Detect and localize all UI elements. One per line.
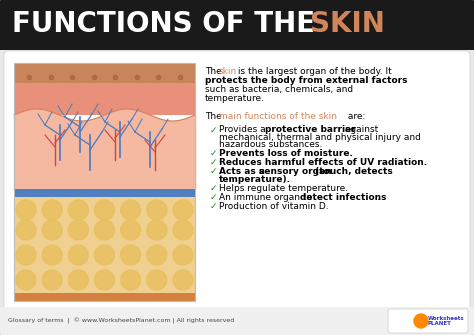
FancyBboxPatch shape	[14, 189, 195, 197]
Text: The: The	[205, 67, 225, 76]
Text: hazardous substances.: hazardous substances.	[219, 140, 322, 149]
Text: mechanical, thermal and physical injury and: mechanical, thermal and physical injury …	[219, 133, 421, 142]
Circle shape	[16, 245, 36, 265]
Circle shape	[94, 220, 115, 240]
FancyBboxPatch shape	[14, 195, 195, 301]
Text: ✓: ✓	[210, 158, 218, 167]
Circle shape	[42, 200, 62, 220]
FancyBboxPatch shape	[14, 63, 195, 85]
Text: Helps regulate temperature.: Helps regulate temperature.	[219, 184, 348, 193]
Circle shape	[42, 245, 62, 265]
Circle shape	[173, 270, 193, 290]
Circle shape	[68, 270, 88, 290]
Text: main functions of the skin: main functions of the skin	[219, 112, 337, 121]
Text: ✓: ✓	[210, 149, 218, 158]
Circle shape	[68, 200, 88, 220]
Text: SKIN: SKIN	[310, 10, 385, 38]
Circle shape	[147, 200, 167, 220]
FancyBboxPatch shape	[388, 309, 468, 333]
Circle shape	[121, 200, 141, 220]
Text: Worksheets
PLANET: Worksheets PLANET	[428, 316, 465, 326]
Circle shape	[42, 270, 62, 290]
Text: Prevents loss of moisture.: Prevents loss of moisture.	[219, 149, 353, 158]
Circle shape	[173, 200, 193, 220]
Text: Provides a: Provides a	[219, 126, 268, 134]
Circle shape	[121, 270, 141, 290]
FancyBboxPatch shape	[14, 83, 195, 115]
Text: are:: are:	[345, 112, 365, 121]
Text: ✓: ✓	[210, 126, 218, 134]
Circle shape	[68, 220, 88, 240]
Text: ✓: ✓	[210, 184, 218, 193]
Text: .: .	[377, 193, 380, 202]
Circle shape	[121, 245, 141, 265]
Circle shape	[147, 270, 167, 290]
Text: temperature.: temperature.	[205, 94, 265, 103]
Circle shape	[16, 200, 36, 220]
Circle shape	[414, 314, 428, 328]
Text: Production of vitamin D.: Production of vitamin D.	[219, 202, 328, 211]
Text: FUNCTIONS OF THE: FUNCTIONS OF THE	[12, 10, 325, 38]
Circle shape	[16, 220, 36, 240]
Text: detect infections: detect infections	[300, 193, 386, 202]
Circle shape	[42, 220, 62, 240]
Text: (touch, detects: (touch, detects	[312, 167, 393, 176]
Text: Glossary of terms  |  © www.WorksheetsPlanet.com | All rights reserved: Glossary of terms | © www.WorksheetsPlan…	[8, 318, 234, 324]
Text: ✓: ✓	[210, 167, 218, 176]
FancyBboxPatch shape	[14, 293, 195, 301]
Circle shape	[173, 220, 193, 240]
Text: such as bacteria, chemicals, and: such as bacteria, chemicals, and	[205, 85, 353, 94]
FancyBboxPatch shape	[0, 0, 474, 50]
Bar	[0, 307, 474, 335]
Text: protects the body from external factors: protects the body from external factors	[205, 76, 408, 85]
Text: sensory organ: sensory organ	[259, 167, 332, 176]
Circle shape	[173, 245, 193, 265]
Text: The: The	[205, 112, 225, 121]
Text: protective barrier: protective barrier	[265, 126, 356, 134]
Circle shape	[16, 270, 36, 290]
FancyBboxPatch shape	[4, 51, 470, 311]
Text: Acts as a: Acts as a	[219, 167, 268, 176]
Circle shape	[147, 220, 167, 240]
Text: skin: skin	[219, 67, 237, 76]
Text: ✓: ✓	[210, 202, 218, 211]
Circle shape	[94, 270, 115, 290]
Text: An immune organ to: An immune organ to	[219, 193, 315, 202]
Text: is the largest organ of the body. It: is the largest organ of the body. It	[235, 67, 392, 76]
Text: temperature).: temperature).	[219, 175, 291, 184]
Circle shape	[147, 245, 167, 265]
Text: Reduces harmful effects of UV radiation.: Reduces harmful effects of UV radiation.	[219, 158, 427, 167]
Text: against: against	[342, 126, 378, 134]
Circle shape	[94, 200, 115, 220]
Text: ✓: ✓	[210, 193, 218, 202]
Circle shape	[121, 220, 141, 240]
Circle shape	[68, 245, 88, 265]
Circle shape	[94, 245, 115, 265]
